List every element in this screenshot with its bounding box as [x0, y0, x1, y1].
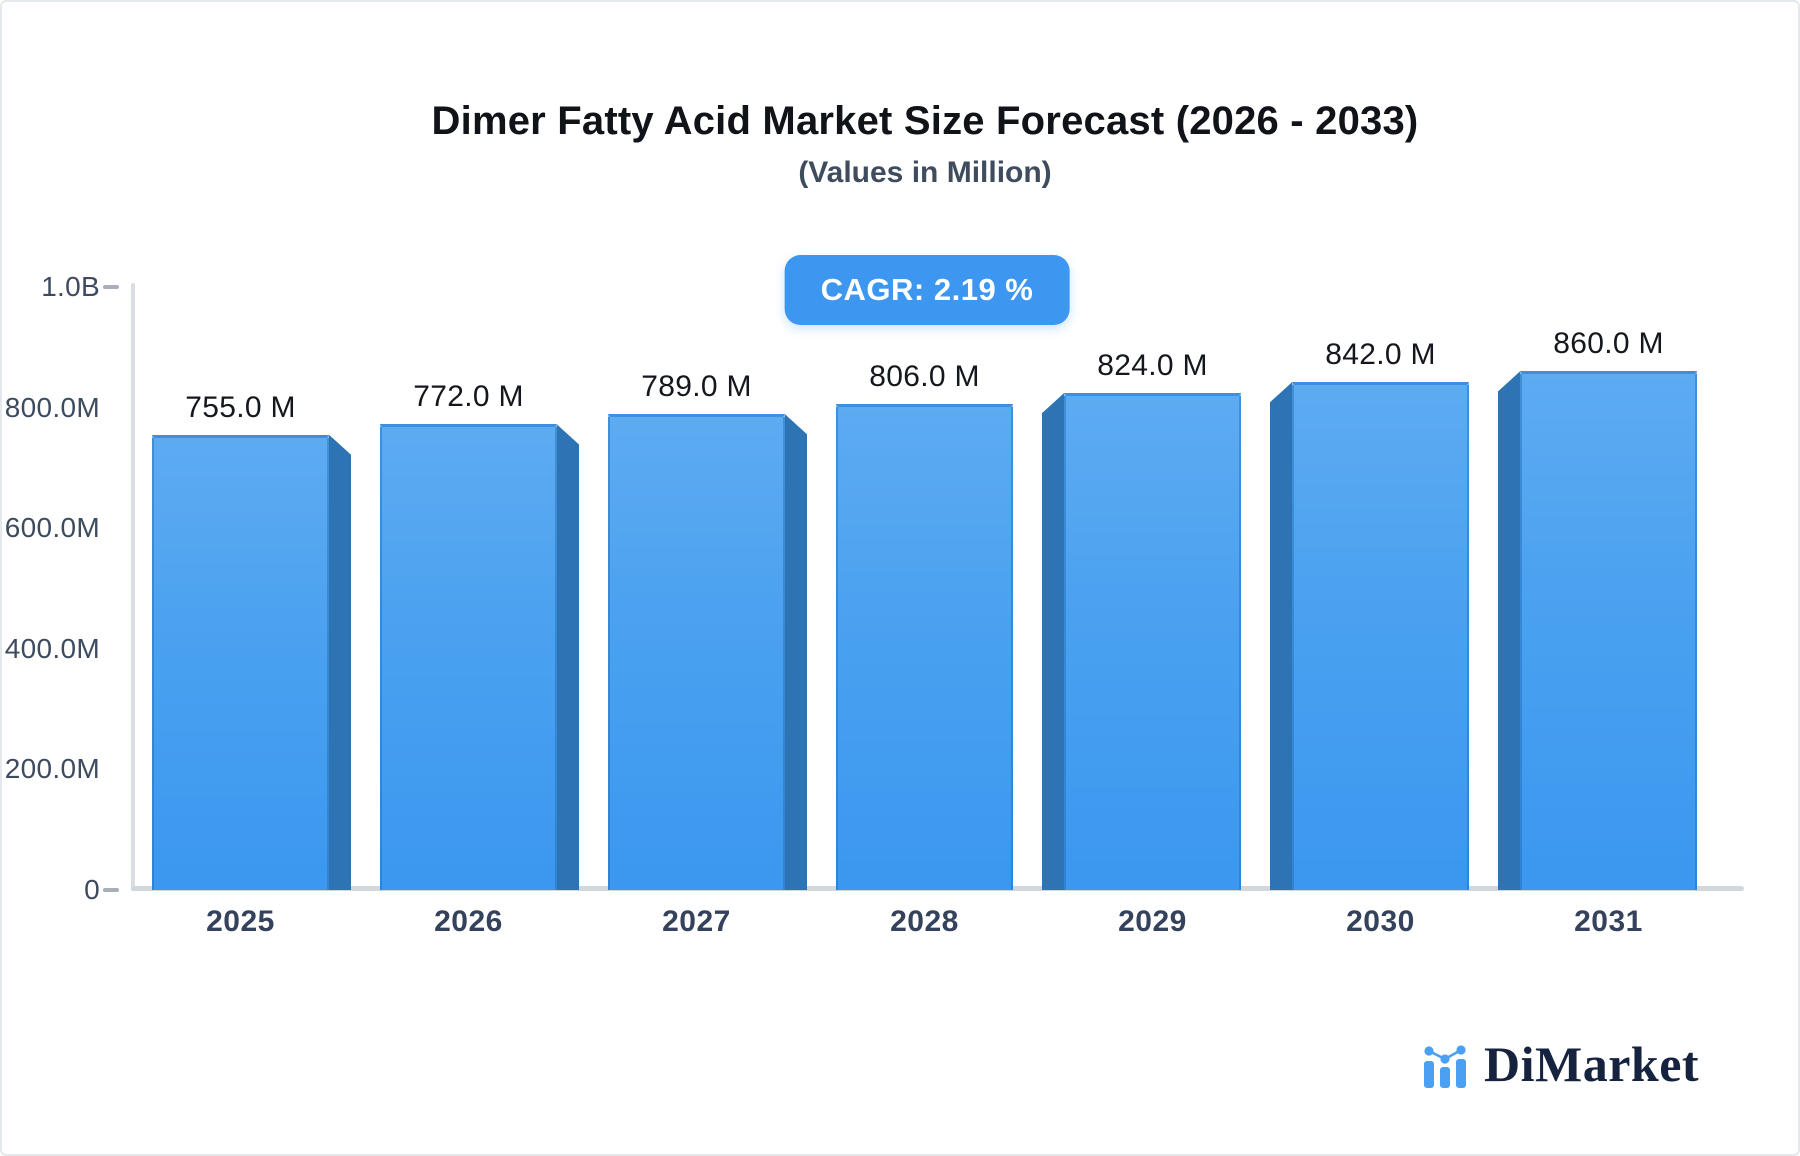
chart-title: Dimer Fatty Acid Market Size Forecast (2…: [431, 99, 1419, 143]
chart-subtitle: (Values in Million): [798, 156, 1052, 189]
bar-3d-side: [1498, 371, 1520, 890]
bar-2026: [380, 424, 557, 890]
bar-2028: [836, 403, 1013, 890]
bar-2025: [152, 434, 329, 890]
y-axis-tick-label: 1.0B: [41, 271, 100, 302]
bar-3d-side: [785, 414, 807, 890]
y-axis-line: [131, 283, 135, 891]
bar-3d-side: [1270, 382, 1292, 890]
bar-value-label: 824.0 M: [1097, 349, 1208, 383]
y-axis-tick-label: 600.0M: [4, 512, 100, 544]
x-axis-category-label: 2028: [890, 905, 959, 938]
bar-value-label: 842.0 M: [1325, 338, 1436, 372]
cagr-badge: CAGR: 2.19 %: [784, 255, 1070, 325]
bar-2029: [1064, 393, 1241, 890]
bar-2031: [1520, 371, 1697, 890]
bar-2027: [608, 414, 785, 890]
x-axis-category-label: 2030: [1346, 905, 1415, 938]
y-axis-tick-label: 400.0M: [4, 632, 100, 664]
y-axis-tick-label: 0: [84, 874, 100, 905]
brand-logo: DiMarket: [1422, 1036, 1700, 1092]
x-axis-category-label: 2027: [662, 905, 731, 938]
chart-header: Dimer Fatty Acid Market Size Forecast (2…: [52, 98, 1798, 190]
x-axis-category-label: 2031: [1574, 905, 1643, 938]
y-axis-tick-label: 800.0M: [4, 391, 100, 423]
y-axis-tick-label: 200.0M: [4, 753, 100, 785]
bar-line-chart-icon: [1424, 1045, 1466, 1088]
bar-value-label: 806.0 M: [869, 359, 980, 393]
x-axis-category-label: 2025: [206, 905, 275, 938]
bar-value-label: 789.0 M: [641, 370, 752, 404]
cagr-badge-label: CAGR: 2.19 %: [820, 272, 1034, 307]
bar-value-label: 772.0 M: [413, 380, 524, 414]
brand-name: DiMarket: [1484, 1036, 1700, 1092]
bar-3d-side: [557, 424, 579, 890]
bar-3d-side: [1042, 393, 1064, 890]
bar-value-label: 755.0 M: [185, 390, 296, 424]
x-axis-category-label: 2026: [434, 905, 503, 938]
bar-value-label: 860.0 M: [1553, 327, 1664, 361]
bar-2030: [1292, 382, 1469, 890]
bar-3d-side: [329, 434, 351, 890]
x-axis-category-label: 2029: [1118, 905, 1187, 938]
y-axis-tick-mark: [103, 285, 119, 289]
y-axis-tick-mark: [103, 888, 119, 892]
